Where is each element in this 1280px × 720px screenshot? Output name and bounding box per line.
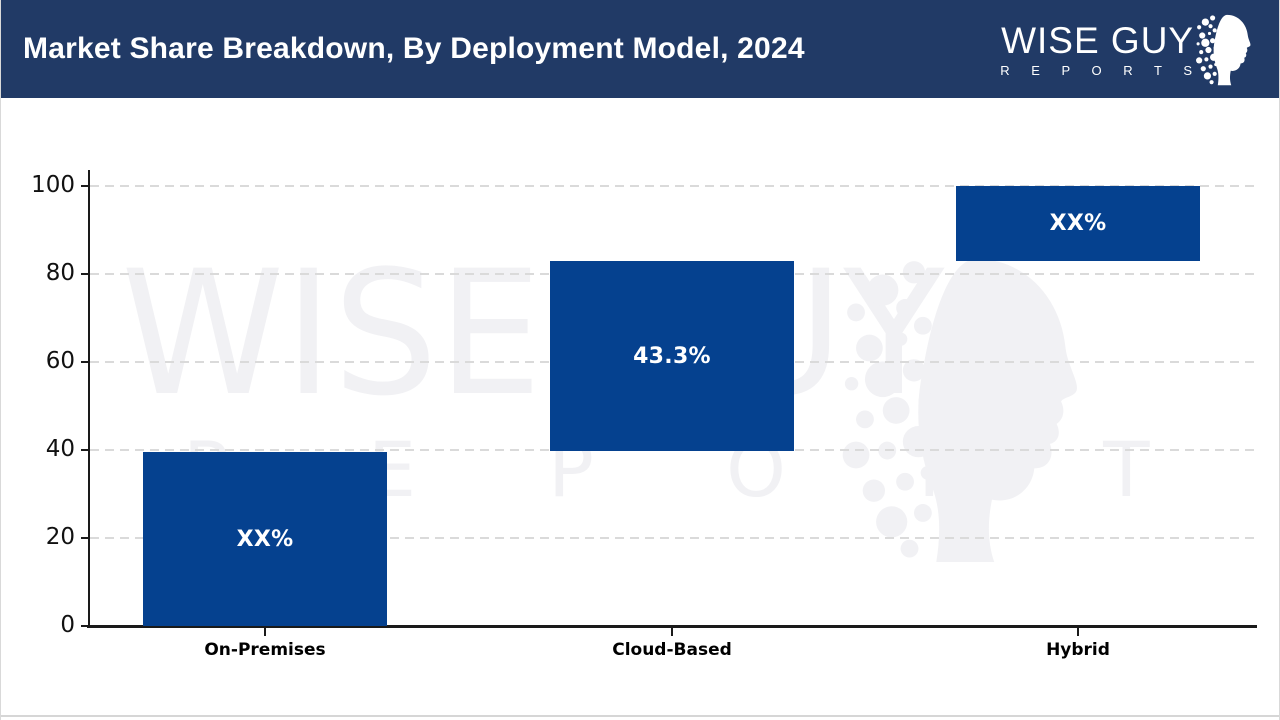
y-tick-label: 0 <box>60 612 75 638</box>
face-logo-icon <box>1196 14 1251 86</box>
x-category-label: Cloud-Based <box>612 640 732 660</box>
gridline-y100 <box>90 185 1257 187</box>
y-tick <box>81 449 88 451</box>
x-axis-line <box>87 625 1257 628</box>
logo-reports-line: R E P O R T S <box>1000 62 1201 78</box>
bottom-divider <box>1 715 1279 717</box>
y-tick-label: 20 <box>45 524 75 550</box>
header-bar: Market Share Breakdown, By Deployment Mo… <box>1 0 1279 98</box>
gridline-y20 <box>90 537 1257 539</box>
watermark-wordmark: WISE GUY <box>121 233 945 434</box>
x-tick <box>671 628 673 636</box>
y-tick-label: 100 <box>31 172 75 198</box>
logo-wordmark: WISE GUY <box>1001 19 1195 61</box>
x-tick <box>264 628 266 636</box>
y-tick <box>81 537 88 539</box>
logo-text-block: WISE GUY R E P O R T S <box>994 22 1201 77</box>
bar-cloud-based: 43.3% <box>550 260 794 452</box>
y-tick <box>81 361 88 363</box>
bar-hybrid: XX% <box>956 186 1200 261</box>
y-tick-label: 40 <box>45 436 75 462</box>
bar-value-label: XX% <box>1049 210 1107 236</box>
x-category-label: On-Premises <box>204 640 326 660</box>
bar-value-label: XX% <box>236 526 294 552</box>
y-tick-label: 60 <box>45 348 75 374</box>
bar-on-premises: XX% <box>143 452 387 626</box>
y-tick <box>81 273 88 275</box>
y-tick <box>81 185 88 187</box>
wise-guy-logo: WISE GUY R E P O R T S <box>994 9 1253 89</box>
x-category-label: Hybrid <box>1046 640 1110 660</box>
bar-value-label: 43.3% <box>633 343 711 369</box>
x-tick <box>1077 628 1079 636</box>
y-axis-line <box>88 170 90 628</box>
chart-title: Market Share Breakdown, By Deployment Mo… <box>23 32 805 65</box>
y-tick <box>81 625 88 627</box>
y-tick-label: 80 <box>45 260 75 286</box>
